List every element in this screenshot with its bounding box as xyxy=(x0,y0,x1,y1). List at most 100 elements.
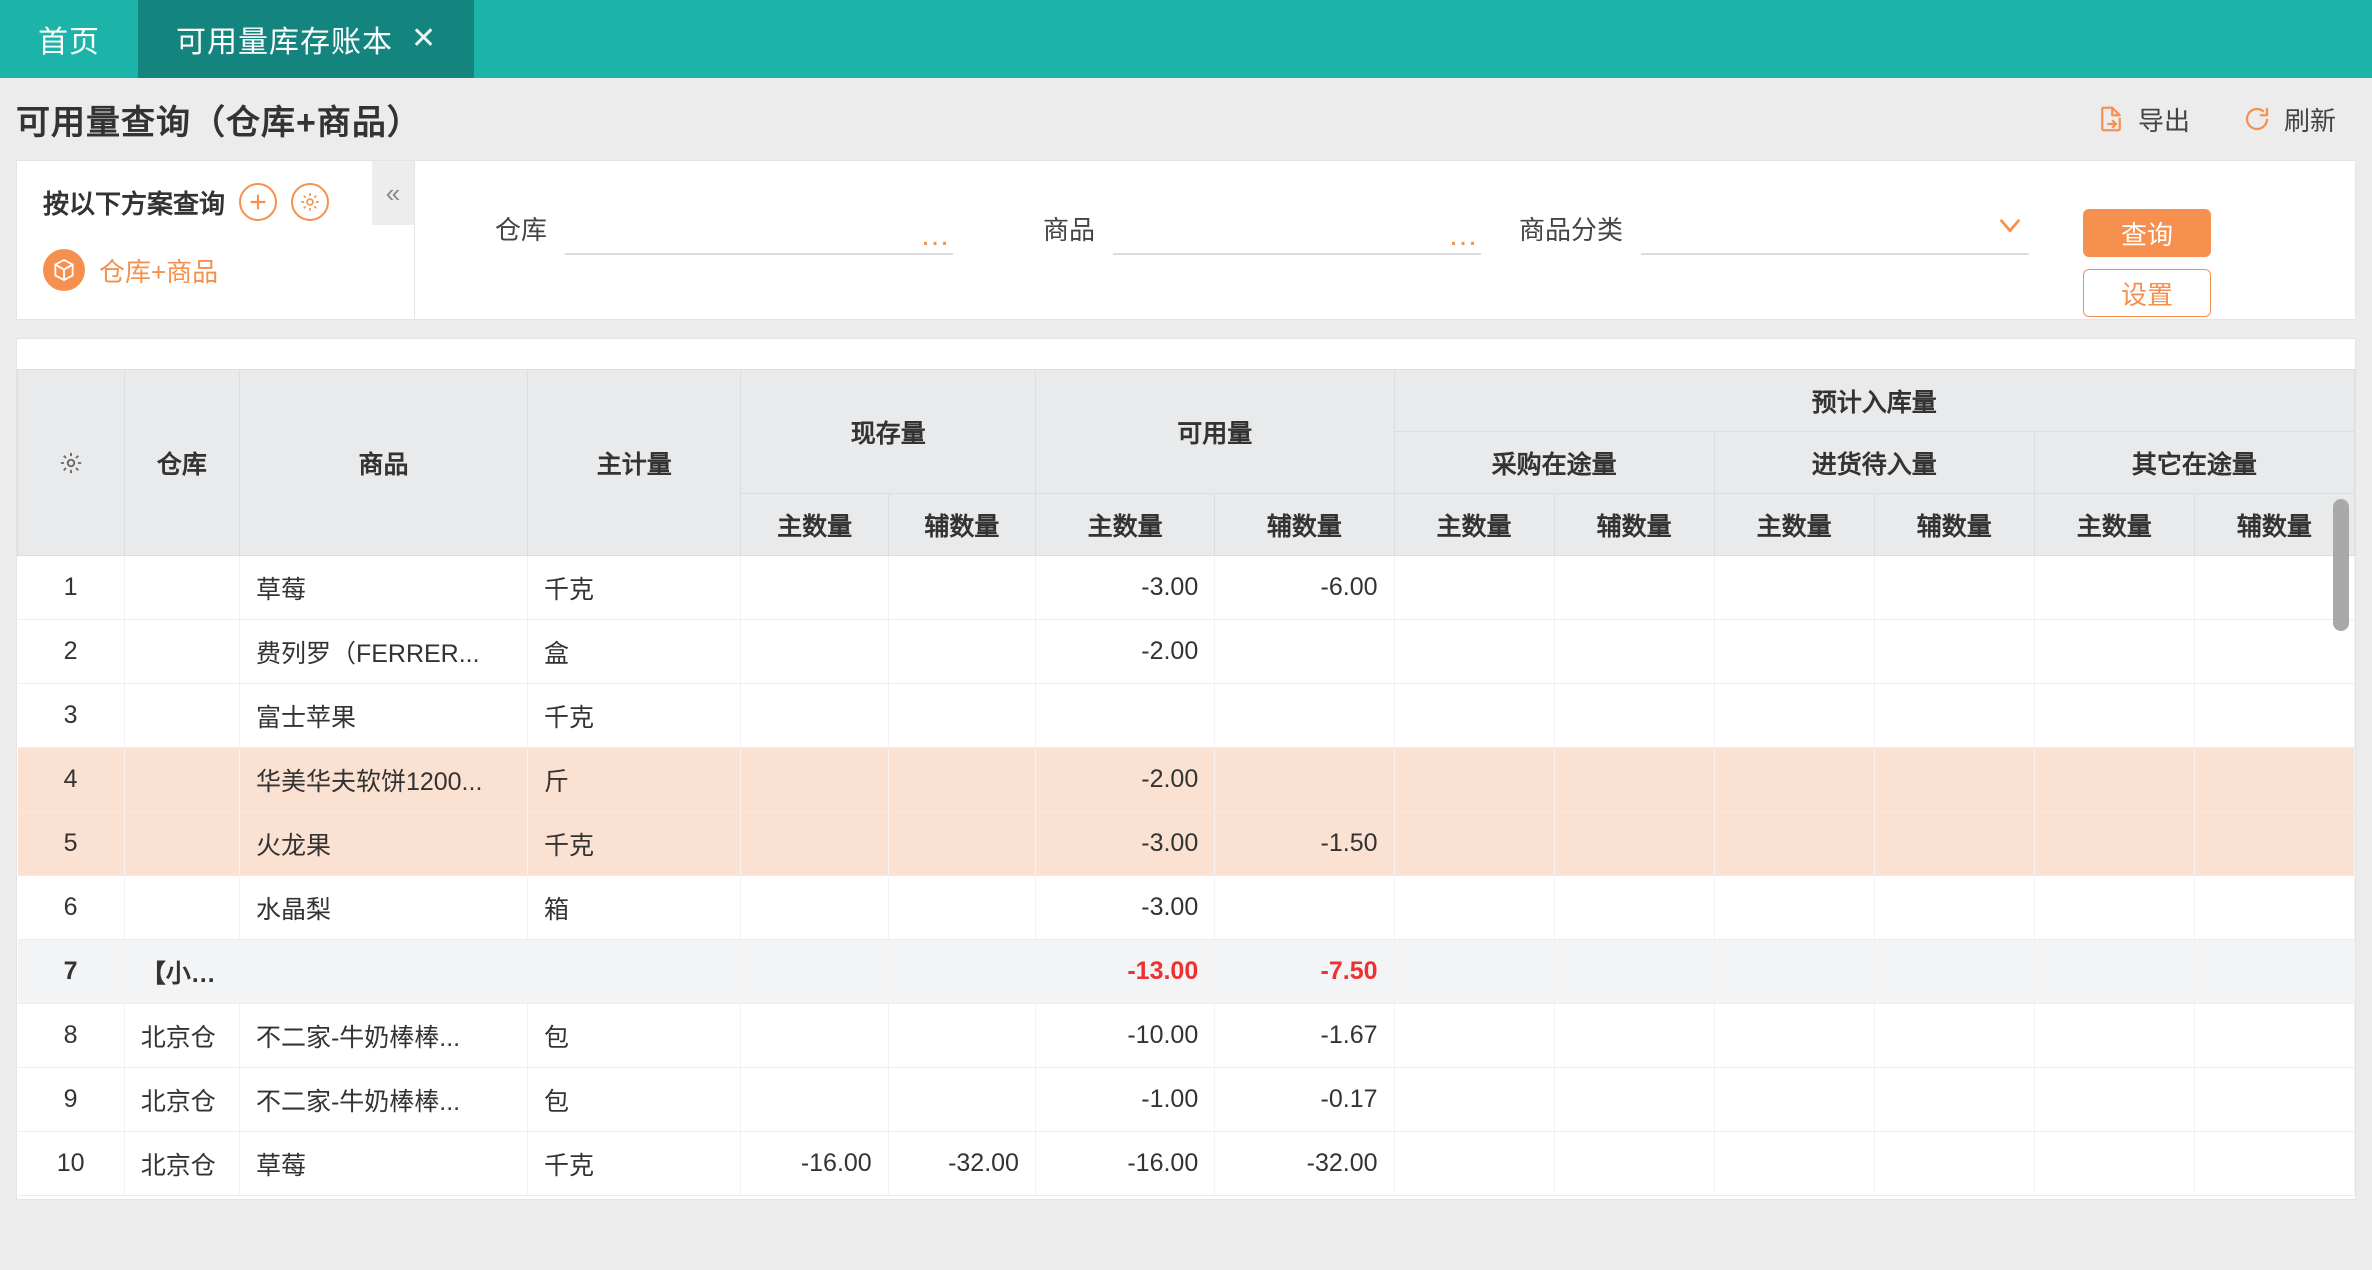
cell-oth-main xyxy=(2034,747,2195,812)
cell-stock-main xyxy=(740,939,889,1004)
col-stock-aux-qty[interactable]: 辅数量 xyxy=(887,493,1036,556)
col-oth-aux-qty[interactable]: 辅数量 xyxy=(2193,493,2355,556)
cell-in-main xyxy=(1714,1067,1875,1132)
warehouse-input[interactable] xyxy=(565,216,953,246)
vertical-scrollbar[interactable] xyxy=(2333,499,2349,631)
page-header: 可用量查询（仓库+商品） 导出 刷新 xyxy=(0,78,2372,160)
table-row[interactable]: 10 北京仓 草莓 千克 -16.00 -32.00 -16.00 -32.00 xyxy=(17,1131,2355,1196)
chevron-down-icon[interactable] xyxy=(1993,208,2027,247)
query-scheme-header: 按以下方案查询 xyxy=(43,183,414,221)
result-table: 仓库 商品 主计量 现存量 可用量 预计入库量 采购在途量 进货待入量 其它在途… xyxy=(17,369,2355,1196)
cell-avail-main: -10.00 xyxy=(1035,1003,1216,1068)
cell-avail-main: -16.00 xyxy=(1035,1131,1216,1196)
cell-in-aux xyxy=(1874,747,2035,812)
ellipsis-icon[interactable]: … xyxy=(1448,219,1481,252)
export-button[interactable]: 导出 xyxy=(2096,101,2190,138)
cell-warehouse xyxy=(124,875,240,940)
cell-row-index: 4 xyxy=(17,747,125,812)
export-icon xyxy=(2096,104,2126,134)
cell-in-main xyxy=(1714,619,1875,684)
cell-row-index: 3 xyxy=(17,683,125,748)
cell-row-index: 5 xyxy=(17,811,125,876)
cell-avail-aux xyxy=(1214,875,1395,940)
table-settings-cell[interactable] xyxy=(17,369,125,556)
cell-warehouse xyxy=(124,619,240,684)
col-avail-aux-qty[interactable]: 辅数量 xyxy=(1214,493,1395,556)
table-row[interactable]: 2 费列罗（FERRER... 盒 -2.00 xyxy=(17,619,2355,684)
field-category-label: 商品分类 xyxy=(1518,215,1623,245)
double-chevron-left-icon[interactable]: « xyxy=(372,161,414,225)
scheme-item-warehouse-product[interactable]: 仓库+商品 xyxy=(43,249,414,291)
cell-oth-main xyxy=(2034,1003,2195,1068)
plus-icon[interactable] xyxy=(239,183,278,221)
product-input[interactable] xyxy=(1113,216,1481,246)
cell-in-aux xyxy=(1874,811,2035,876)
table-row[interactable]: 5 火龙果 千克 -3.00 -1.50 xyxy=(17,811,2355,876)
tab-home[interactable]: 首页 xyxy=(0,0,138,78)
cell-po-main xyxy=(1394,939,1555,1004)
group-other-in-transit[interactable]: 其它在途量 xyxy=(2033,431,2355,494)
table-row[interactable]: 8 北京仓 不二家-牛奶棒棒... 包 -10.00 -1.67 xyxy=(17,1003,2355,1068)
col-in-main-qty[interactable]: 主数量 xyxy=(1713,493,1875,556)
table-row[interactable]: 1 草莓 千克 -3.00 -6.00 xyxy=(17,555,2355,620)
cell-oth-aux xyxy=(2194,811,2355,876)
cell-warehouse xyxy=(124,747,240,812)
cell-avail-aux: -6.00 xyxy=(1214,555,1395,620)
table-row[interactable]: 3 富士苹果 千克 xyxy=(17,683,2355,748)
table-row[interactable]: 6 水晶梨箱 -3.00 xyxy=(17,875,2355,940)
col-stock-main-qty[interactable]: 主数量 xyxy=(740,493,889,556)
cell-oth-aux xyxy=(2194,1067,2355,1132)
cell-po-aux xyxy=(1554,939,1715,1004)
cell-in-main xyxy=(1714,875,1875,940)
cell-stock-aux: -32.00 xyxy=(888,1131,1036,1196)
ellipsis-icon[interactable]: … xyxy=(920,219,953,252)
table-head-row-1: 仓库 商品 主计量 现存量 可用量 预计入库量 xyxy=(17,369,2355,556)
cell-po-main xyxy=(1394,747,1555,812)
col-oth-main-qty[interactable]: 主数量 xyxy=(2033,493,2195,556)
group-available[interactable]: 可用量 xyxy=(1034,369,1395,494)
cell-row-index: 6 xyxy=(17,875,125,940)
cell-po-main xyxy=(1394,875,1555,940)
field-product-label: 商品 xyxy=(1042,215,1095,245)
close-icon[interactable]: ✕ xyxy=(411,22,437,55)
cell-stock-main xyxy=(740,619,889,684)
query-button[interactable]: 查询 xyxy=(2083,209,2211,257)
col-po-main-qty[interactable]: 主数量 xyxy=(1393,493,1555,556)
cell-in-aux xyxy=(1874,939,2035,1004)
col-product[interactable]: 商品 xyxy=(238,369,529,556)
cell-in-aux xyxy=(1874,875,2035,940)
cell-avail-aux: -1.50 xyxy=(1214,811,1395,876)
settings-button[interactable]: 设置 xyxy=(2083,269,2211,317)
col-po-aux-qty[interactable]: 辅数量 xyxy=(1553,493,1715,556)
cell-oth-main xyxy=(2034,811,2195,876)
col-warehouse[interactable]: 仓库 xyxy=(123,369,240,556)
gear-icon[interactable] xyxy=(24,450,118,476)
cell-product: 水晶梨 xyxy=(239,875,529,940)
cell-in-main xyxy=(1714,555,1875,620)
filter-form: 仓库 … 商品 … 商品分类 xyxy=(415,161,2355,319)
cell-avail-main xyxy=(1035,683,1216,748)
category-input[interactable] xyxy=(1641,216,2029,246)
cell-po-aux xyxy=(1554,1131,1715,1196)
group-current-stock[interactable]: 现存量 xyxy=(740,369,1036,494)
table-row[interactable]: 7 【小计】 -13.00 -7.50 xyxy=(17,939,2355,1004)
cell-row-index: 10 xyxy=(17,1131,125,1196)
col-main-unit[interactable]: 主计量 xyxy=(527,369,742,556)
table-row[interactable]: 9 北京仓 不二家-牛奶棒棒... 包 -1.00 -0.17 xyxy=(17,1067,2355,1132)
cell-product: 草莓 xyxy=(239,1131,529,1196)
cell-main-unit: 包 xyxy=(527,1067,742,1132)
group-purchase-in-transit[interactable]: 采购在途量 xyxy=(1393,431,1715,494)
group-expected-inbound[interactable]: 预计入库量 xyxy=(1393,369,2355,432)
cell-stock-aux xyxy=(888,1067,1036,1132)
gear-icon[interactable] xyxy=(291,183,330,221)
cell-warehouse xyxy=(124,811,240,876)
col-in-aux-qty[interactable]: 辅数量 xyxy=(1873,493,2035,556)
cell-main-unit: 斤 xyxy=(527,747,742,812)
group-pending-receipt[interactable]: 进货待入量 xyxy=(1713,431,2035,494)
table-row[interactable]: 4 华美华夫软饼1200... 斤 -2.00 xyxy=(17,747,2355,812)
col-avail-main-qty[interactable]: 主数量 xyxy=(1034,493,1216,556)
refresh-button[interactable]: 刷新 xyxy=(2242,101,2336,138)
cell-oth-main xyxy=(2034,619,2195,684)
cell-stock-main xyxy=(740,683,889,748)
tab-available-stock-ledger[interactable]: 可用量库存账本 ✕ xyxy=(138,0,475,78)
